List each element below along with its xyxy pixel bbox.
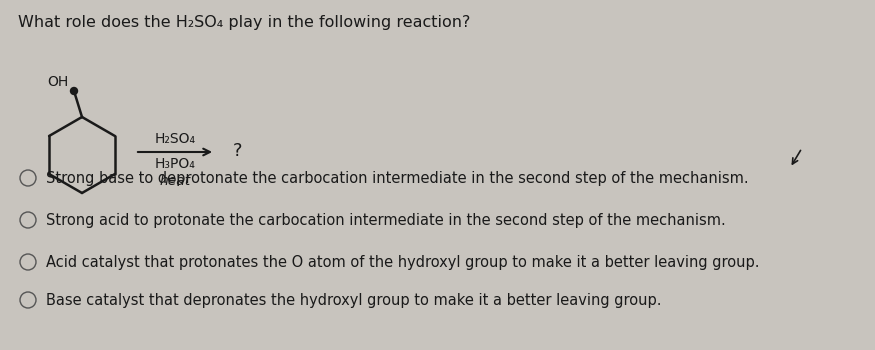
- Text: heat: heat: [159, 174, 191, 188]
- Text: ?: ?: [233, 142, 242, 160]
- Text: H₂SO₄: H₂SO₄: [155, 132, 196, 146]
- Text: Base catalyst that depronates the hydroxyl group to make it a better leaving gro: Base catalyst that depronates the hydrox…: [46, 293, 662, 308]
- Text: What role does the H₂SO₄ play in the following reaction?: What role does the H₂SO₄ play in the fol…: [18, 15, 471, 30]
- Text: Strong acid to protonate the carbocation intermediate in the second step of the : Strong acid to protonate the carbocation…: [46, 212, 725, 228]
- Circle shape: [71, 88, 78, 94]
- Text: OH: OH: [46, 75, 68, 89]
- Text: Acid catalyst that protonates the O atom of the hydroxyl group to make it a bett: Acid catalyst that protonates the O atom…: [46, 254, 760, 270]
- Text: H₃PO₄: H₃PO₄: [155, 157, 195, 171]
- Text: Strong base to deprotonate the carbocation intermediate in the second step of th: Strong base to deprotonate the carbocati…: [46, 170, 749, 186]
